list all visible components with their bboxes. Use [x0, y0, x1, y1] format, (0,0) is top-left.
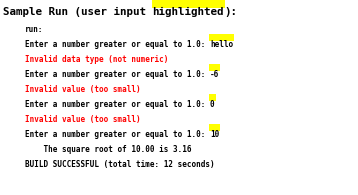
- Text: BUILD SUCCESSFUL (total time: 12 seconds): BUILD SUCCESSFUL (total time: 12 seconds…: [25, 160, 215, 169]
- Text: -6: -6: [210, 70, 219, 79]
- Text: hello: hello: [210, 40, 233, 49]
- Text: 10: 10: [210, 130, 219, 139]
- Text: Invalid value (too small): Invalid value (too small): [25, 115, 141, 124]
- FancyBboxPatch shape: [209, 34, 234, 41]
- Text: ):: ):: [224, 7, 237, 17]
- Text: Enter a number greater or equal to 1.0:: Enter a number greater or equal to 1.0:: [25, 70, 210, 79]
- FancyBboxPatch shape: [151, 0, 225, 8]
- FancyBboxPatch shape: [209, 124, 220, 131]
- Text: Sample Run (user input: Sample Run (user input: [3, 7, 153, 17]
- Text: Enter a number greater or equal to 1.0:: Enter a number greater or equal to 1.0:: [25, 130, 210, 139]
- Text: run:: run:: [25, 25, 44, 34]
- Text: highlighted: highlighted: [153, 7, 224, 17]
- Text: 0: 0: [210, 100, 215, 109]
- Text: Invalid data type (not numeric): Invalid data type (not numeric): [25, 55, 168, 64]
- FancyBboxPatch shape: [209, 94, 216, 101]
- Text: Invalid value (too small): Invalid value (too small): [25, 85, 141, 94]
- FancyBboxPatch shape: [209, 64, 220, 71]
- Text: The square root of 10.00 is 3.16: The square root of 10.00 is 3.16: [25, 145, 192, 154]
- Text: Enter a number greater or equal to 1.0:: Enter a number greater or equal to 1.0:: [25, 40, 210, 49]
- Text: Enter a number greater or equal to 1.0:: Enter a number greater or equal to 1.0:: [25, 100, 210, 109]
